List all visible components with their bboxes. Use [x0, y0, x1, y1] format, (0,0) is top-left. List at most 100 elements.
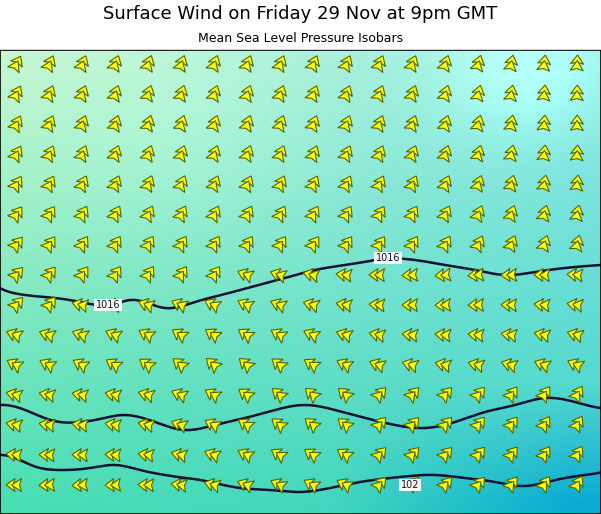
Polygon shape	[44, 479, 55, 491]
Polygon shape	[304, 268, 314, 281]
Polygon shape	[407, 268, 418, 281]
Polygon shape	[406, 176, 418, 187]
Polygon shape	[40, 302, 52, 314]
Polygon shape	[472, 115, 484, 125]
Polygon shape	[540, 361, 552, 373]
Polygon shape	[111, 479, 121, 491]
Polygon shape	[403, 392, 415, 403]
Polygon shape	[370, 482, 382, 493]
Polygon shape	[507, 360, 518, 373]
Polygon shape	[11, 116, 22, 127]
Polygon shape	[276, 392, 288, 403]
Polygon shape	[142, 56, 154, 66]
Polygon shape	[570, 120, 584, 131]
Polygon shape	[540, 299, 550, 312]
Polygon shape	[205, 449, 215, 461]
Polygon shape	[239, 121, 251, 133]
Polygon shape	[572, 387, 583, 397]
Polygon shape	[305, 359, 316, 370]
Polygon shape	[503, 211, 515, 223]
Polygon shape	[540, 330, 551, 342]
Polygon shape	[11, 146, 22, 157]
Polygon shape	[272, 359, 283, 370]
Polygon shape	[502, 482, 514, 493]
Polygon shape	[144, 420, 155, 433]
Polygon shape	[338, 241, 349, 253]
Polygon shape	[407, 206, 418, 217]
Polygon shape	[369, 328, 379, 341]
Polygon shape	[210, 301, 222, 313]
Polygon shape	[105, 448, 114, 462]
Polygon shape	[507, 447, 517, 458]
Polygon shape	[74, 181, 85, 193]
Polygon shape	[402, 328, 412, 341]
Polygon shape	[243, 423, 255, 433]
Polygon shape	[539, 447, 550, 458]
Polygon shape	[537, 120, 550, 131]
Polygon shape	[374, 269, 385, 282]
Polygon shape	[8, 91, 19, 103]
Polygon shape	[45, 362, 57, 373]
Polygon shape	[474, 417, 484, 428]
Polygon shape	[209, 206, 220, 217]
Polygon shape	[501, 328, 511, 341]
Polygon shape	[370, 392, 382, 403]
Polygon shape	[243, 452, 255, 463]
Polygon shape	[369, 268, 378, 282]
Polygon shape	[73, 271, 85, 283]
Polygon shape	[274, 86, 287, 96]
Polygon shape	[305, 91, 317, 102]
Polygon shape	[172, 329, 183, 340]
Polygon shape	[336, 299, 346, 311]
Polygon shape	[8, 121, 19, 133]
Polygon shape	[474, 299, 484, 311]
Polygon shape	[371, 241, 382, 253]
Polygon shape	[472, 236, 484, 247]
Polygon shape	[142, 85, 154, 96]
Polygon shape	[176, 236, 187, 247]
Polygon shape	[274, 116, 287, 126]
Polygon shape	[175, 85, 188, 96]
Polygon shape	[44, 297, 55, 308]
Polygon shape	[374, 330, 386, 342]
Polygon shape	[73, 241, 85, 253]
Polygon shape	[139, 271, 150, 283]
Polygon shape	[171, 448, 182, 461]
Polygon shape	[142, 206, 154, 217]
Polygon shape	[276, 482, 288, 493]
Polygon shape	[275, 146, 287, 157]
Polygon shape	[242, 176, 254, 187]
Polygon shape	[43, 116, 55, 126]
Polygon shape	[172, 211, 185, 223]
Polygon shape	[470, 151, 483, 162]
Polygon shape	[308, 207, 319, 217]
Polygon shape	[242, 145, 254, 156]
Polygon shape	[39, 418, 49, 431]
Polygon shape	[504, 121, 516, 132]
Polygon shape	[435, 358, 445, 371]
Polygon shape	[374, 299, 385, 312]
Polygon shape	[507, 387, 517, 398]
Polygon shape	[370, 452, 382, 464]
Polygon shape	[507, 329, 517, 342]
Polygon shape	[111, 390, 122, 402]
Polygon shape	[535, 451, 546, 463]
Polygon shape	[276, 332, 288, 343]
Polygon shape	[172, 241, 184, 253]
Polygon shape	[402, 299, 411, 311]
Polygon shape	[205, 419, 216, 430]
Polygon shape	[140, 90, 153, 102]
Polygon shape	[43, 86, 55, 97]
Polygon shape	[310, 392, 322, 403]
Polygon shape	[210, 362, 222, 374]
Polygon shape	[6, 418, 16, 431]
Polygon shape	[538, 235, 551, 246]
Polygon shape	[74, 151, 86, 162]
Polygon shape	[469, 392, 481, 403]
Polygon shape	[106, 328, 117, 341]
Polygon shape	[206, 121, 218, 132]
Polygon shape	[370, 421, 382, 433]
Polygon shape	[338, 61, 350, 72]
Polygon shape	[340, 56, 352, 67]
Polygon shape	[371, 121, 383, 133]
